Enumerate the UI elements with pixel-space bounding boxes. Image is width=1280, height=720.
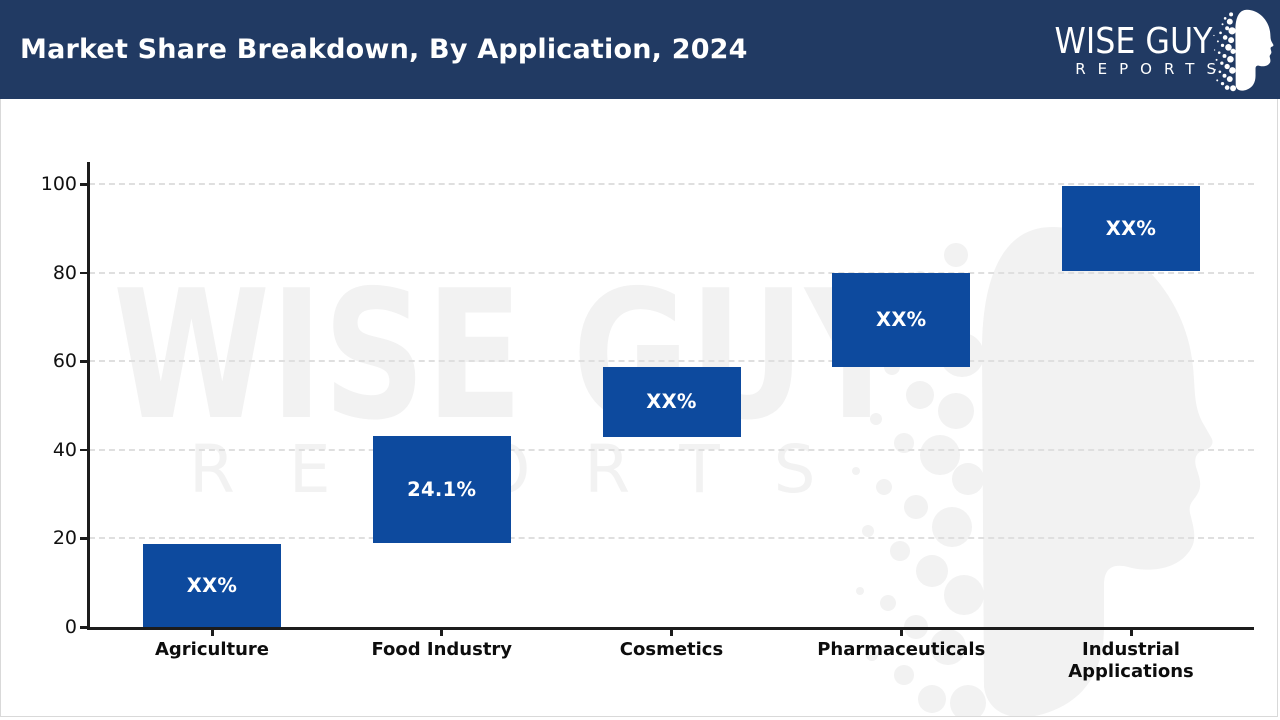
gridline-20	[89, 537, 1254, 540]
y-axis-tick-label: 20	[52, 527, 77, 550]
x-axis-category-label: Pharmaceuticals	[817, 639, 986, 660]
gridline-80	[89, 271, 1254, 274]
bar-food-industry: 24.1%	[372, 436, 511, 543]
x-axis-category-label: Cosmetics	[619, 639, 724, 660]
bar-pharmaceuticals: XX%	[832, 273, 971, 367]
bar-value-label: XX%	[646, 390, 697, 414]
x-axis-tick-mark	[670, 627, 673, 636]
bar-industrial-applications: XX%	[1062, 186, 1200, 272]
x-axis-tick-mark	[1129, 627, 1133, 636]
x-axis-tick-mark	[210, 627, 214, 636]
gridline-40	[89, 448, 1254, 451]
header-bar: Market Share Breakdown, By Application, …	[0, 0, 1280, 99]
y-axis-tick-mark	[80, 448, 89, 452]
bar-cosmetics: XX%	[602, 366, 741, 437]
x-axis-tick-mark	[440, 627, 444, 636]
x-axis-category-label: Agriculture	[154, 639, 270, 660]
gridline-100	[89, 183, 1254, 185]
x-axis-category-label: Industrial Applications	[1068, 639, 1194, 682]
y-axis-tick-mark	[80, 626, 89, 629]
y-axis-tick-label: 40	[52, 438, 77, 461]
bar-value-label: XX%	[186, 573, 238, 597]
y-axis-tick-label: 100	[40, 173, 77, 195]
bar-value-label: XX%	[875, 308, 927, 332]
y-axis-tick-label: 80	[52, 261, 77, 284]
y-axis-tick-mark	[80, 183, 89, 186]
x-axis-tick-mark	[899, 627, 903, 636]
y-axis-line	[87, 162, 90, 630]
y-axis-tick-mark	[80, 271, 89, 275]
brand-head-icon	[1213, 9, 1274, 92]
bar-agriculture: XX%	[143, 543, 281, 627]
y-axis-tick-label: 0	[64, 616, 77, 638]
x-axis-line	[87, 627, 1254, 630]
y-axis-tick-mark	[80, 360, 89, 363]
brand-name-text: WISE GUY	[1054, 21, 1212, 62]
brand-reports-text: REPORTS	[1075, 60, 1228, 78]
plot-area: 0 20 40 60 80 100 XX% Agriculture 24.1% Food Indu…	[1, 99, 1277, 716]
bar-value-label: 24.1%	[407, 477, 477, 501]
watermark-brand-text: WISE GUY	[113, 252, 909, 459]
chart-title: Market Share Breakdown, By Application, …	[20, 34, 748, 65]
chart-canvas: WISE GUY REPORTS 0 20 40 60 80 100 XX% Agricult…	[0, 99, 1278, 717]
gridline-60	[89, 360, 1254, 363]
x-axis-category-label: Food Industry	[371, 639, 513, 660]
y-axis-tick-label: 60	[52, 350, 77, 373]
bar-value-label: XX%	[1105, 217, 1157, 241]
brand-logo: WISE GUY REPORTS	[1020, 0, 1280, 99]
y-axis-tick-mark	[80, 537, 89, 540]
